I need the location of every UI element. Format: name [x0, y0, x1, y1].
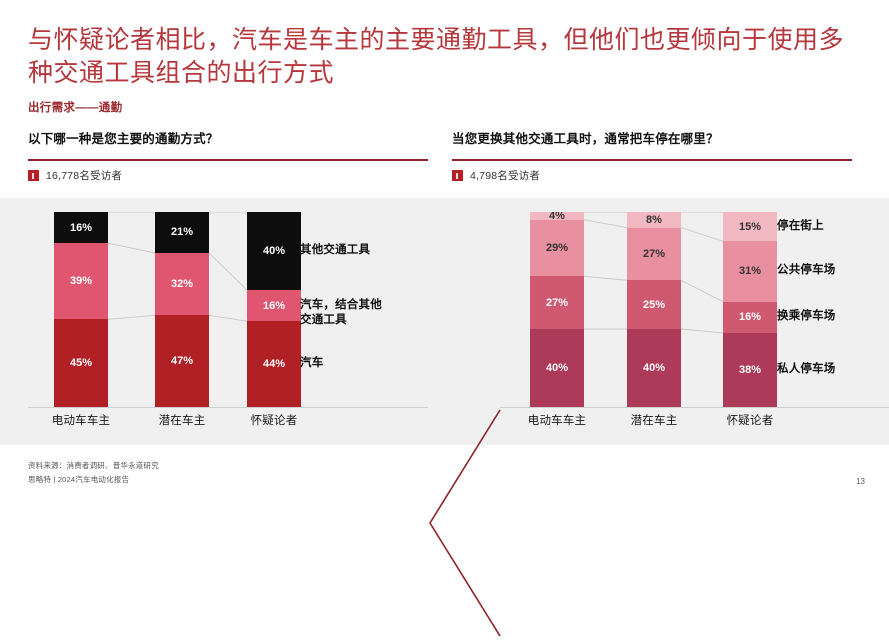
- legend-label: 停在街上: [777, 219, 824, 232]
- respondent-count-icon: [28, 170, 39, 181]
- right-question-rule: [452, 159, 852, 161]
- bar-segment: 15%: [723, 212, 777, 242]
- left-question-text: 以下哪一种是您主要的通勤方式？: [28, 132, 219, 146]
- stacked-bar: 40% 16% 44%: [247, 212, 301, 407]
- legend-label: 私人停车场: [777, 362, 836, 375]
- bar-segment: 40%: [627, 328, 681, 407]
- page-number: 13: [856, 477, 865, 486]
- category-label: 电动车车主: [527, 415, 587, 427]
- bar-segment: 25%: [627, 280, 681, 329]
- right-respondents-row: 4,798名受访者: [452, 168, 852, 183]
- bar-segment: 40%: [530, 328, 584, 407]
- right-chart-plot-area: 4% 29% 27% 40% 8% 27% 25% 40% 15% 31% 16% 38%: [500, 212, 889, 407]
- bar-segment: 32%: [155, 252, 209, 316]
- right-respondents-text: 4,798名受访者: [470, 170, 541, 182]
- commute-mode-chart: 16% 39% 45% 21% 32% 47% 40% 16% 44% 电动车车主 潜在车主 怀疑论…: [28, 198, 428, 445]
- category-label: 怀疑论者: [250, 415, 298, 427]
- bar-segment: 27%: [627, 227, 681, 281]
- category-label: 潜在车主: [158, 415, 206, 427]
- footer-attribution: 思略特 | 2024汽车电动化报告: [28, 475, 130, 485]
- bar-segment: 29%: [530, 219, 584, 277]
- stacked-bar: 8% 27% 25% 40%: [627, 212, 681, 407]
- right-question-block: 当您更换其他交通工具时，通常把车停在哪里？ 4,798名受访者: [452, 128, 852, 183]
- footer-source: 资料来源：消费者调研、普华永道研究: [28, 461, 159, 470]
- left-respondents-text: 16,778名受访者: [46, 170, 123, 182]
- stacked-bar: 4% 29% 27% 40%: [530, 212, 584, 407]
- legend-label: 汽车: [300, 357, 324, 370]
- charts-panel: 16% 39% 45% 21% 32% 47% 40% 16% 44% 电动车车主 潜在车主 怀疑论…: [0, 198, 889, 637]
- legend-label: 公共停车场: [777, 264, 836, 277]
- left-chart-plot-area: 16% 39% 45% 21% 32% 47% 40% 16% 44%: [28, 212, 428, 407]
- bar-segment: 16%: [247, 290, 301, 322]
- bar-segment: 40%: [247, 212, 301, 290]
- legend-label: 换乘停车场: [777, 310, 836, 323]
- bar-segment: 16%: [723, 301, 777, 333]
- bar-segment: 47%: [155, 315, 209, 407]
- legend-label: 汽车，结合其他 交通工具: [300, 298, 382, 327]
- category-label: 怀疑论者: [726, 415, 774, 427]
- bar-segment: 16%: [54, 212, 108, 244]
- left-respondents-row: 16,778名受访者: [28, 168, 428, 183]
- left-chart-axis-line: [28, 407, 428, 408]
- chevron-right-icon: [429, 409, 501, 637]
- footer: 资料来源：消费者调研、普华永道研究 思略特 | 2024汽车电动化报告: [28, 459, 159, 488]
- bar-segment: 4%: [530, 212, 584, 220]
- category-label: 潜在车主: [630, 415, 678, 427]
- section-kicker: 出行需求——通勤: [28, 102, 123, 114]
- right-chart-axis-line: [500, 407, 889, 408]
- respondent-count-icon: [452, 170, 463, 181]
- left-question-rule: [28, 159, 428, 161]
- parking-location-chart: 4% 29% 27% 40% 8% 27% 25% 40% 15% 31% 16% 38% 电动车车主…: [500, 198, 889, 445]
- bar-segment: 8%: [627, 212, 681, 228]
- bar-segment: 45%: [54, 319, 108, 407]
- bar-segment: 27%: [530, 276, 584, 329]
- bar-segment: 31%: [723, 241, 777, 302]
- stacked-bar: 16% 39% 45%: [54, 212, 108, 407]
- page-title: 与怀疑论者相比，汽车是车主的主要通勤工具，但他们也更倾向于使用多种交通工具组合的…: [28, 26, 845, 87]
- bar-segment: 44%: [247, 321, 301, 407]
- stacked-bar: 15% 31% 16% 38%: [723, 212, 777, 407]
- left-question-block: 以下哪一种是您主要的通勤方式？ 16,778名受访者: [28, 128, 428, 183]
- bar-segment: 39%: [54, 243, 108, 320]
- legend-label: 其他交通工具: [300, 244, 371, 256]
- category-label: 电动车车主: [51, 415, 111, 427]
- bar-segment: 21%: [155, 212, 209, 253]
- right-question-text: 当您更换其他交通工具时，通常把车停在哪里？: [452, 132, 719, 146]
- bar-segment: 38%: [723, 332, 777, 407]
- stacked-bar: 21% 32% 47%: [155, 212, 209, 407]
